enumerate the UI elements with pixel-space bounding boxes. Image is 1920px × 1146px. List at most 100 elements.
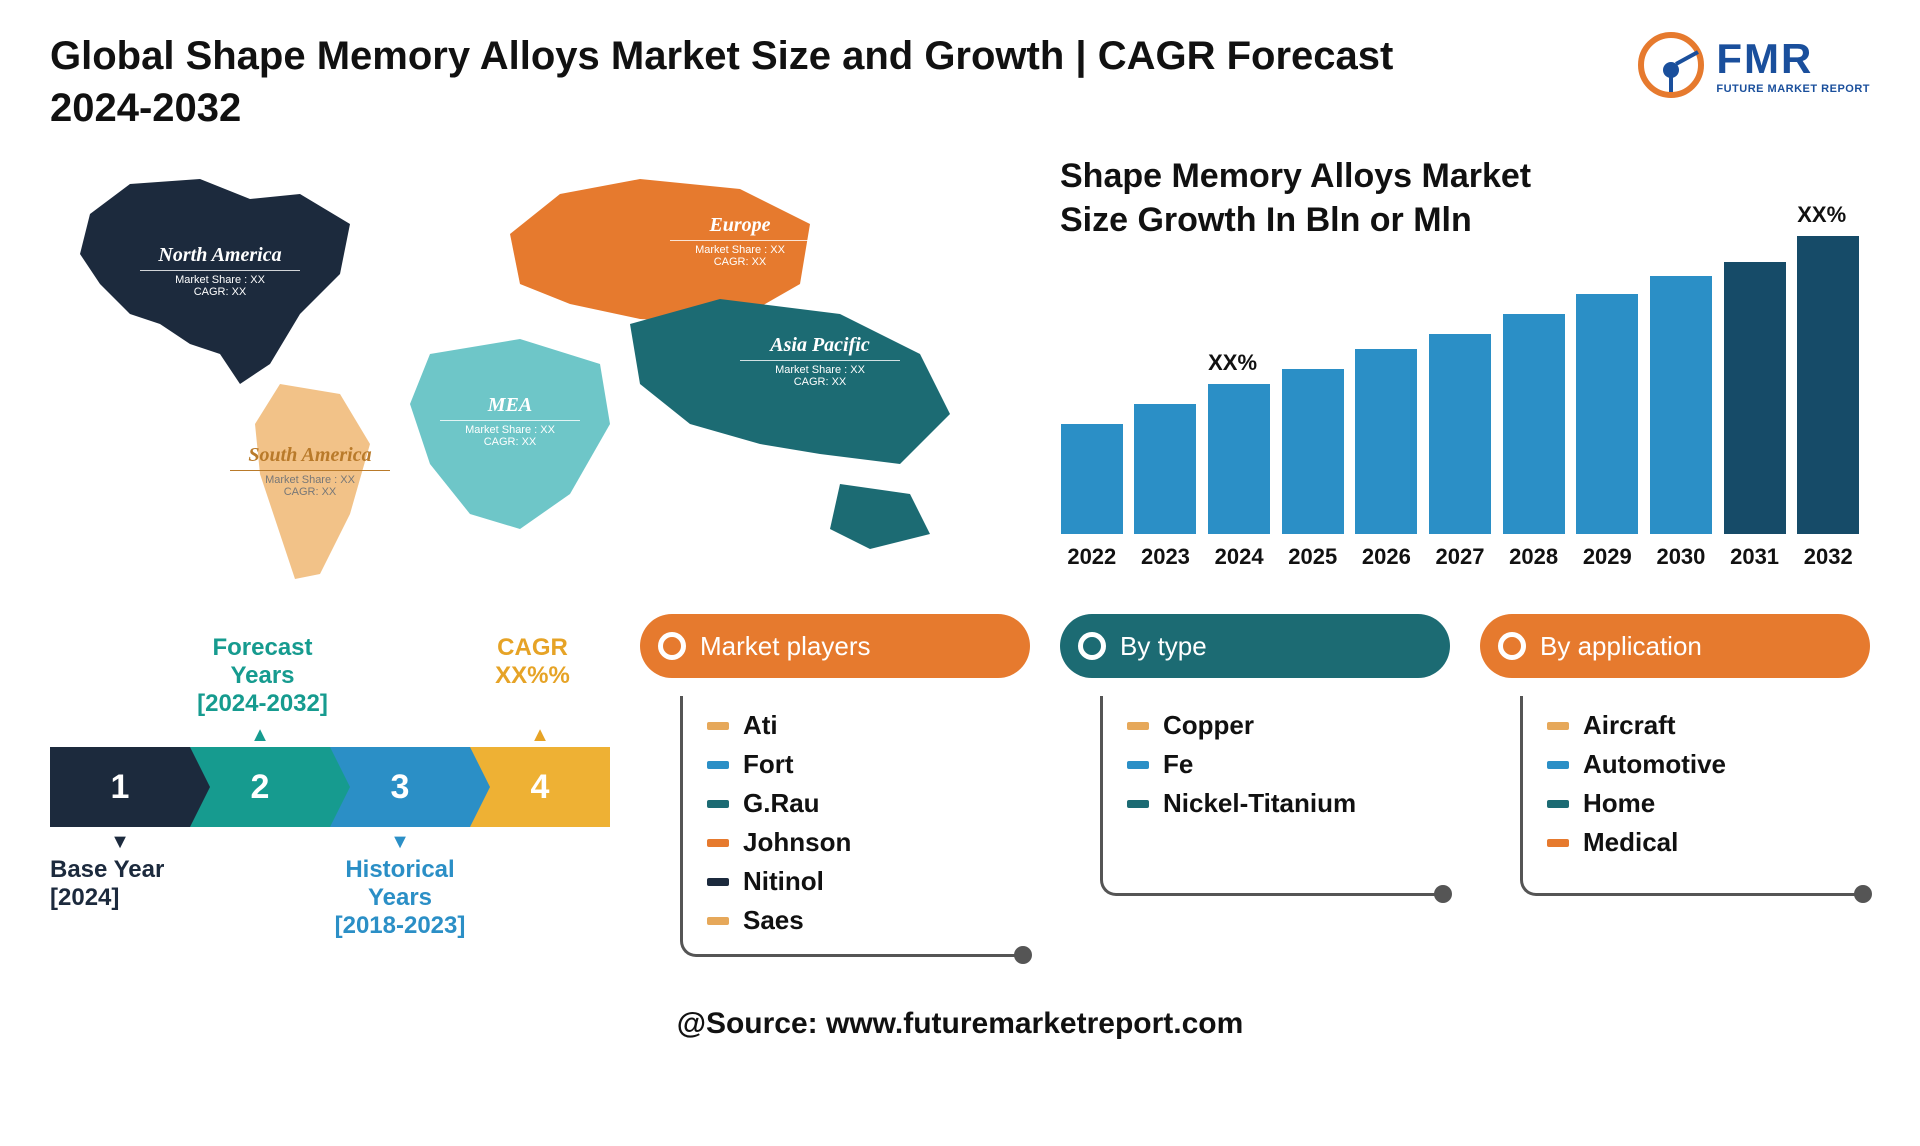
- list-item: Home: [1547, 784, 1860, 823]
- bullet-icon: [1127, 722, 1149, 730]
- bar: [1576, 294, 1638, 534]
- bar-col: 2030: [1649, 276, 1713, 534]
- triangle-up-icon: ▲: [470, 724, 610, 747]
- fmr-logo-icon: [1636, 30, 1706, 100]
- bar-col: XX%2032: [1796, 236, 1860, 534]
- bar-year-label: 2032: [1804, 544, 1853, 570]
- bar: [1061, 424, 1123, 534]
- region-ap-name: Asia Pacific: [740, 334, 900, 357]
- by-application-card: By application Aircraft Automotive Home Med…: [1480, 614, 1870, 896]
- bullet-icon: [1127, 761, 1149, 769]
- historical-years-label: Historical Years: [330, 856, 470, 912]
- timeline-seg-1: 1: [50, 747, 190, 827]
- chart-title: Shape Memory Alloys Market Size Growth I…: [1060, 154, 1540, 242]
- list-item-label: G.Rau: [743, 788, 820, 819]
- region-na-name: North America: [140, 244, 300, 267]
- world-map: North America Market Share : XX CAGR: XX…: [50, 154, 1010, 574]
- bar-col: 2026: [1355, 349, 1419, 534]
- bar: XX%: [1208, 384, 1270, 534]
- logo-text-main: FMR: [1716, 35, 1870, 83]
- bullet-icon: [1547, 800, 1569, 808]
- bullet-icon: [1547, 722, 1569, 730]
- region-mea-cagr: CAGR: XX: [440, 436, 580, 448]
- list-item: Aircraft: [1547, 706, 1860, 745]
- bullet-icon: [707, 722, 729, 730]
- bar: XX%: [1797, 236, 1859, 534]
- source-attribution: @Source: www.futuremarketreport.com: [50, 1007, 1870, 1041]
- region-na-share: Market Share : XX: [140, 274, 300, 286]
- list-item-label: Automotive: [1583, 749, 1726, 780]
- timeline-seg-2: 2: [190, 747, 330, 827]
- region-na-cagr: CAGR: XX: [140, 286, 300, 298]
- bullet-icon: [1547, 839, 1569, 847]
- bar: [1503, 314, 1565, 534]
- bar: [1429, 334, 1491, 534]
- list-item-label: Nickel-Titanium: [1163, 788, 1356, 819]
- list-item-label: Fort: [743, 749, 794, 780]
- base-year-label: Base Year: [50, 856, 190, 884]
- bar-col: 2025: [1281, 369, 1345, 534]
- bar: [1134, 404, 1196, 534]
- region-mea-share: Market Share : XX: [440, 424, 580, 436]
- list-item: G.Rau: [707, 784, 1020, 823]
- bar-year-label: 2022: [1067, 544, 1116, 570]
- region-sa-share: Market Share : XX: [230, 474, 390, 486]
- dot-icon: [658, 632, 686, 660]
- bar-col: 2028: [1502, 314, 1566, 534]
- list-item-label: Aircraft: [1583, 710, 1675, 741]
- historical-years-range: [2018-2023]: [330, 912, 470, 940]
- bar: [1355, 349, 1417, 534]
- bar-col: XX%2024: [1207, 384, 1271, 534]
- bar-col: 2029: [1575, 294, 1639, 534]
- bar-year-label: 2029: [1583, 544, 1632, 570]
- bar-year-label: 2025: [1288, 544, 1337, 570]
- list-item: Nitinol: [707, 862, 1020, 901]
- bar-col: 2023: [1134, 404, 1198, 534]
- timeline-seg-3: 3: [330, 747, 470, 827]
- list-item-label: Medical: [1583, 827, 1678, 858]
- list-item: Automotive: [1547, 745, 1860, 784]
- logo-text-sub: FUTURE MARKET REPORT: [1716, 83, 1870, 95]
- triangle-up-icon: ▲: [190, 724, 330, 747]
- forecast-years-range: [2024-2032]: [195, 690, 330, 718]
- list-item: Fort: [707, 745, 1020, 784]
- bar-col: 2031: [1723, 262, 1787, 534]
- region-sa-name: South America: [230, 444, 390, 467]
- cagr-value: XX%%: [465, 662, 600, 690]
- region-ap-cagr: CAGR: XX: [740, 376, 900, 388]
- list-item-label: Ati: [743, 710, 778, 741]
- bullet-icon: [707, 800, 729, 808]
- bar-annotation: XX%: [1208, 350, 1257, 376]
- card-title-type: By type: [1120, 631, 1207, 662]
- bar-year-label: 2028: [1509, 544, 1558, 570]
- list-item: Fe: [1127, 745, 1440, 784]
- base-year-value: [2024]: [50, 884, 190, 912]
- region-eu-name: Europe: [670, 214, 810, 237]
- list-item-label: Saes: [743, 905, 804, 936]
- bullet-icon: [1547, 761, 1569, 769]
- bullet-icon: [1127, 800, 1149, 808]
- bar-annotation: XX%: [1797, 202, 1846, 228]
- list-item: Ati: [707, 706, 1020, 745]
- cagr-label: CAGR: [465, 634, 600, 662]
- region-eu-cagr: CAGR: XX: [670, 256, 810, 268]
- list-item: Johnson: [707, 823, 1020, 862]
- region-mea-name: MEA: [440, 394, 580, 417]
- timeline-seg-4: 4: [470, 747, 610, 827]
- list-item-label: Home: [1583, 788, 1655, 819]
- card-header-players: Market players: [640, 614, 1030, 678]
- list-item: Nickel-Titanium: [1127, 784, 1440, 823]
- bar: [1724, 262, 1786, 534]
- bullet-icon: [707, 761, 729, 769]
- fmr-logo: FMR FUTURE MARKET REPORT: [1636, 30, 1870, 100]
- growth-bar-chart: Shape Memory Alloys Market Size Growth I…: [1030, 154, 1870, 574]
- bar-year-label: 2024: [1215, 544, 1264, 570]
- region-ap-share: Market Share : XX: [740, 364, 900, 376]
- bullet-icon: [707, 878, 729, 886]
- triangle-down-icon: ▼: [330, 831, 470, 854]
- bar-year-label: 2030: [1656, 544, 1705, 570]
- list-item-label: Copper: [1163, 710, 1254, 741]
- list-item: Copper: [1127, 706, 1440, 745]
- dot-icon: [1078, 632, 1106, 660]
- card-title-application: By application: [1540, 631, 1702, 662]
